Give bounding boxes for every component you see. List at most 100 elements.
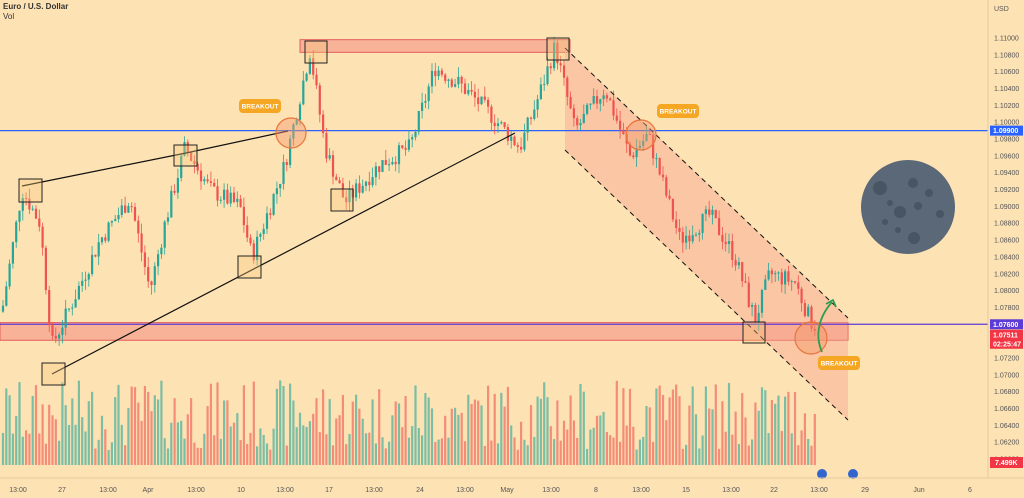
- x-tick-label: 13:00: [9, 487, 27, 494]
- volume-bar: [143, 385, 146, 465]
- candle-body: [595, 96, 599, 104]
- volume-bar: [668, 397, 671, 465]
- volume-bar: [602, 411, 605, 465]
- candle-body: [183, 142, 186, 156]
- volume-bar: [480, 405, 483, 465]
- candle-body: [500, 122, 503, 124]
- volume-bar: [477, 400, 480, 465]
- volume-bar: [516, 449, 519, 465]
- volume-bar: [216, 382, 219, 465]
- volume-bar: [44, 443, 47, 465]
- candle-body: [612, 100, 615, 116]
- candle-body: [361, 185, 364, 193]
- candle-body: [170, 190, 173, 218]
- volume-value-box: [990, 457, 1023, 468]
- volume-bar: [411, 426, 414, 465]
- candle-body: [368, 181, 371, 186]
- volume-bar: [401, 427, 404, 465]
- x-tick-label: 13:00: [276, 487, 294, 494]
- volume-bar: [503, 406, 506, 465]
- candle-body: [754, 304, 757, 323]
- pivot-box: [546, 37, 570, 61]
- volume-bar: [397, 403, 401, 465]
- volume-bar: [180, 420, 183, 465]
- x-tick-label: 13:00: [456, 487, 474, 494]
- candle-body: [256, 236, 259, 261]
- candle-body: [374, 166, 377, 178]
- volume-bar: [421, 435, 424, 465]
- volume-bar: [166, 448, 170, 465]
- volume-bar: [404, 396, 407, 465]
- candle-body: [219, 199, 222, 201]
- candle-body: [430, 70, 434, 87]
- candle-body: [576, 118, 579, 126]
- volume-bar: [770, 400, 773, 465]
- breakout-label-box: [657, 104, 699, 118]
- volume-bar: [549, 426, 552, 465]
- volume-bar: [163, 438, 166, 465]
- candle-body: [556, 42, 559, 64]
- candle-body: [203, 179, 206, 182]
- volume-bar: [51, 415, 54, 465]
- volume-bar: [434, 441, 437, 465]
- volume-bar: [110, 442, 113, 465]
- candle-body: [110, 221, 113, 223]
- candle-body: [289, 138, 292, 166]
- candle-body: [658, 158, 661, 175]
- volume-bar: [355, 394, 358, 465]
- price-label: 1.07600: [993, 322, 1018, 329]
- candle-body: [407, 139, 410, 150]
- candle-body: [394, 161, 397, 165]
- volume-bar: [599, 415, 602, 465]
- volume-bar: [74, 424, 77, 465]
- candle-body: [718, 218, 721, 235]
- price-label: 1.07511: [993, 332, 1018, 339]
- volume-bar: [312, 413, 315, 465]
- candle-body: [117, 215, 120, 220]
- volume-bar: [430, 408, 434, 465]
- volume-bar: [279, 380, 282, 465]
- volume-bar: [157, 399, 160, 465]
- volume-bar: [553, 439, 556, 465]
- price-label-box: [990, 319, 1023, 330]
- volume-bar: [328, 399, 331, 465]
- breakout-label-box: [818, 356, 860, 370]
- volume-bar: [272, 428, 275, 465]
- volume-bar: [747, 445, 750, 465]
- candle-body: [282, 162, 285, 184]
- volume-bar: [810, 445, 813, 465]
- volume-bar: [361, 418, 364, 465]
- candle-body: [397, 145, 401, 165]
- candle-body: [341, 183, 344, 198]
- volume-bar: [510, 425, 513, 465]
- volume-bar: [546, 397, 549, 465]
- volume-bar: [381, 437, 384, 465]
- candle-body: [704, 209, 707, 214]
- volume-bar: [28, 433, 31, 465]
- volume-bar: [338, 415, 341, 465]
- y-tick-label: 1.06200: [994, 440, 1019, 447]
- volume-bar: [582, 391, 585, 465]
- moon-crater: [936, 210, 944, 218]
- volume-bar: [764, 390, 767, 465]
- volume-bar: [335, 418, 338, 465]
- volume-bar: [34, 385, 38, 465]
- volume-bar: [559, 440, 562, 465]
- candle-body: [338, 180, 341, 184]
- volume-bar: [536, 396, 539, 465]
- candle-body: [586, 104, 589, 114]
- volume-bar: [724, 431, 727, 465]
- volume-bar: [807, 438, 810, 465]
- moon-crater: [914, 202, 922, 210]
- volume-bar: [520, 421, 523, 465]
- candle-body: [483, 96, 486, 100]
- candle-body: [259, 234, 262, 237]
- candle-body: [520, 146, 523, 150]
- volume-bar: [84, 431, 87, 465]
- volume-bar: [688, 405, 691, 465]
- volume-bar: [691, 386, 694, 465]
- volume-bar: [378, 389, 381, 465]
- candle-body: [97, 242, 100, 257]
- volume-bar: [170, 422, 173, 465]
